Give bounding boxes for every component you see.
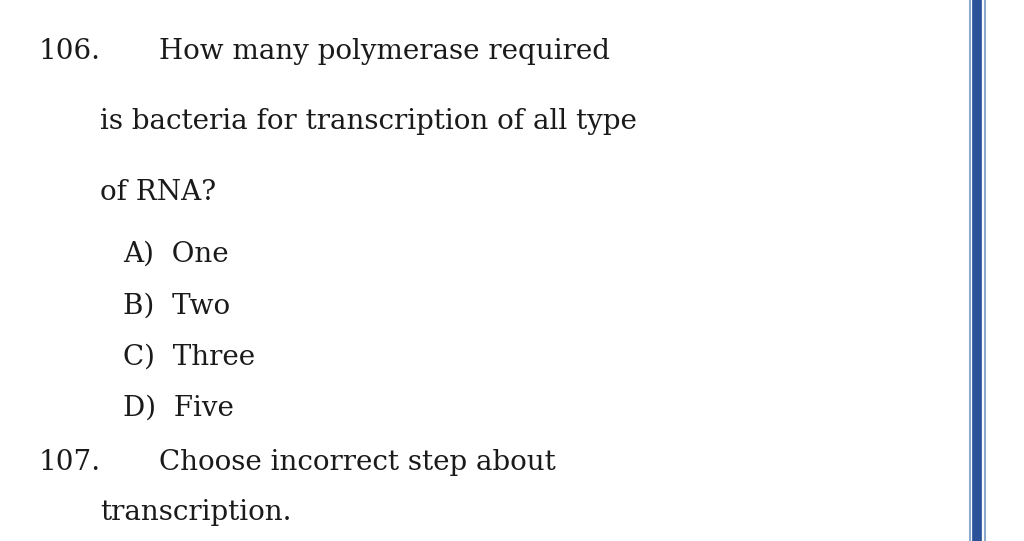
Text: is bacteria for transcription of all type: is bacteria for transcription of all typ…	[100, 108, 637, 135]
Text: B)  Two: B) Two	[123, 292, 230, 319]
Text: A)  One: A) One	[123, 241, 228, 268]
Text: D)  Five: D) Five	[123, 395, 233, 422]
Text: 107.: 107.	[39, 449, 101, 476]
Text: of RNA?: of RNA?	[100, 179, 216, 206]
Text: C)  Three: C) Three	[123, 344, 255, 371]
Text: transcription.: transcription.	[100, 499, 292, 526]
Text: 106.: 106.	[39, 38, 101, 65]
Text: How many polymerase required: How many polymerase required	[159, 38, 609, 65]
Text: Choose incorrect step about: Choose incorrect step about	[159, 449, 555, 476]
